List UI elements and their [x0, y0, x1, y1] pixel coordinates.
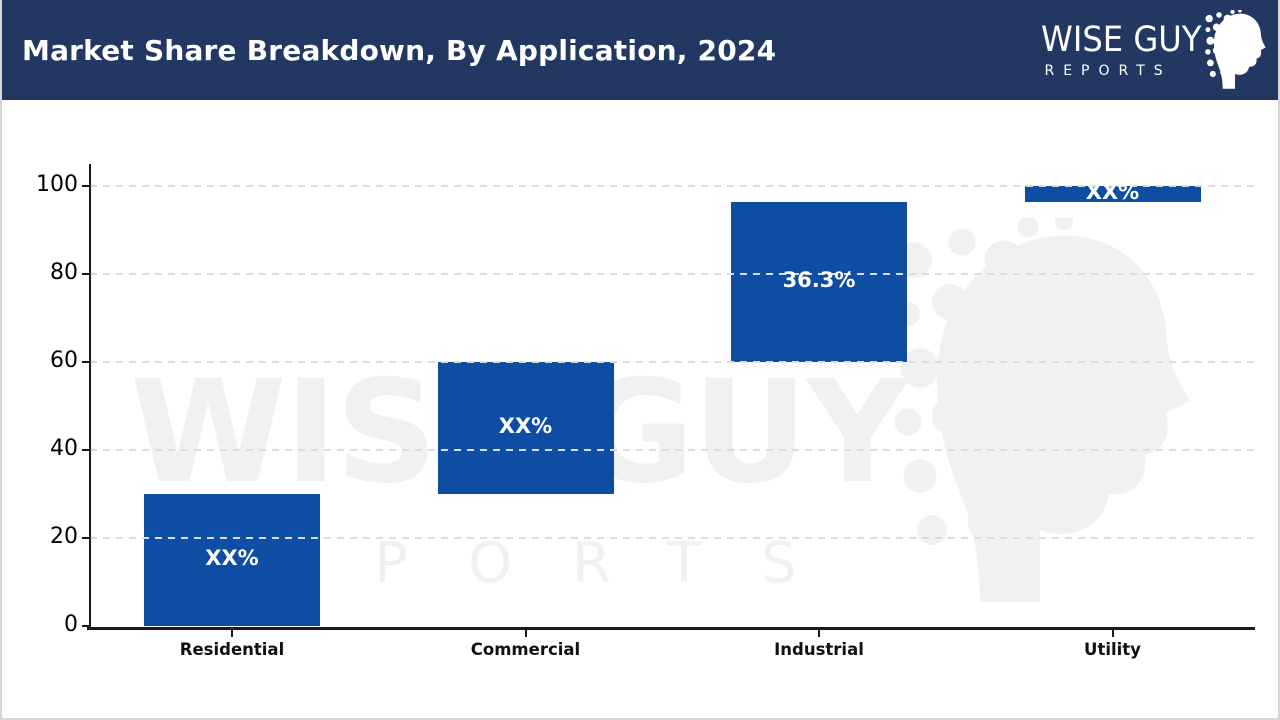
y-tick-label: 0 [64, 612, 78, 637]
y-tick-mark [82, 449, 89, 451]
y-tick-label: 80 [50, 260, 78, 285]
dotted-head-icon [1204, 10, 1266, 90]
bar-value-label: 36.3% [782, 268, 856, 293]
bar-value-label: XX% [1085, 180, 1140, 205]
gridline [90, 537, 1255, 539]
x-category-label: Commercial [470, 640, 581, 659]
x-tick-mark [524, 629, 527, 637]
y-tick-mark [82, 625, 89, 627]
gridline [90, 273, 1255, 275]
gridline [90, 185, 1255, 187]
x-category-label: Industrial [774, 640, 864, 659]
y-tick-label: 100 [36, 172, 78, 197]
logo-wordmark: WISE GUY [1041, 19, 1203, 60]
bar-commercial [437, 362, 614, 494]
bar-value-label: XX% [498, 414, 553, 438]
watermark-subtitle: REPORTS [180, 531, 857, 596]
y-tick-mark [82, 185, 89, 187]
bar-value-label: XX% [205, 546, 259, 570]
y-tick-mark [82, 537, 89, 539]
watermark-wordmark: WISE GUY [130, 350, 909, 515]
y-axis [88, 164, 91, 629]
y-tick-label: 60 [50, 348, 78, 373]
bar-residential [144, 494, 320, 626]
header: Market Share Breakdown, By Application, … [2, 0, 1278, 100]
watermark: WISE GUY REPORTS [2, 100, 1278, 718]
logo-subtitle: REPORTS [1044, 62, 1172, 79]
y-tick-label: 20 [50, 524, 78, 549]
x-category-label: Utility [1084, 640, 1141, 659]
y-tick-label: 40 [50, 436, 78, 461]
page-title: Market Share Breakdown, By Application, … [22, 33, 777, 67]
y-tick-mark [82, 273, 89, 275]
x-axis [87, 626, 1255, 630]
x-tick-mark [1111, 629, 1114, 637]
watermark-head-icon [890, 218, 1190, 608]
gridline [90, 449, 1255, 451]
bar-utility [1024, 186, 1201, 203]
gridline [90, 361, 1255, 363]
x-tick-mark [231, 629, 233, 637]
bar-industrial [731, 202, 907, 362]
x-category-label: Residential [179, 640, 285, 659]
brand-logo: WISE GUY REPORTS [1041, 10, 1266, 90]
y-tick-mark [82, 361, 89, 363]
x-tick-mark [818, 629, 820, 637]
